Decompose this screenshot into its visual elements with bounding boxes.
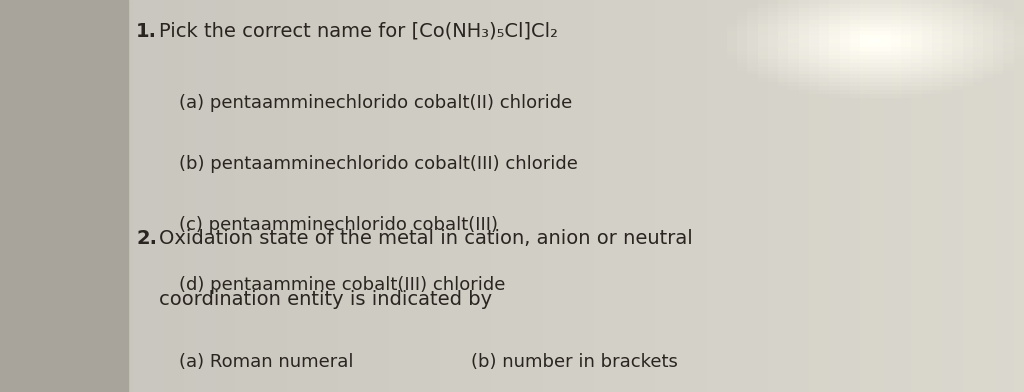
Text: (c) pentaamminechlorido cobalt(III): (c) pentaamminechlorido cobalt(III) (179, 216, 499, 234)
Bar (0, 0, 128, 392)
Text: Pick the correct name for [Co(NH₃)₅Cl]Cl₂: Pick the correct name for [Co(NH₃)₅Cl]Cl… (159, 22, 558, 40)
Text: 2.: 2. (136, 229, 158, 248)
Text: coordination entity is indicated by: coordination entity is indicated by (159, 290, 492, 309)
Text: Oxidation state of the metal in cation, anion or neutral: Oxidation state of the metal in cation, … (159, 229, 692, 248)
Text: (d) pentaammine cobalt(III) chloride: (d) pentaammine cobalt(III) chloride (179, 276, 506, 294)
Text: (a) pentaamminechlorido cobalt(II) chloride: (a) pentaamminechlorido cobalt(II) chlor… (179, 94, 572, 112)
Text: (b) number in brackets: (b) number in brackets (471, 353, 678, 371)
Text: (b) pentaamminechlorido cobalt(III) chloride: (b) pentaamminechlorido cobalt(III) chlo… (179, 155, 579, 173)
Text: 1.: 1. (136, 22, 158, 40)
Text: (a) Roman numeral: (a) Roman numeral (179, 353, 353, 371)
